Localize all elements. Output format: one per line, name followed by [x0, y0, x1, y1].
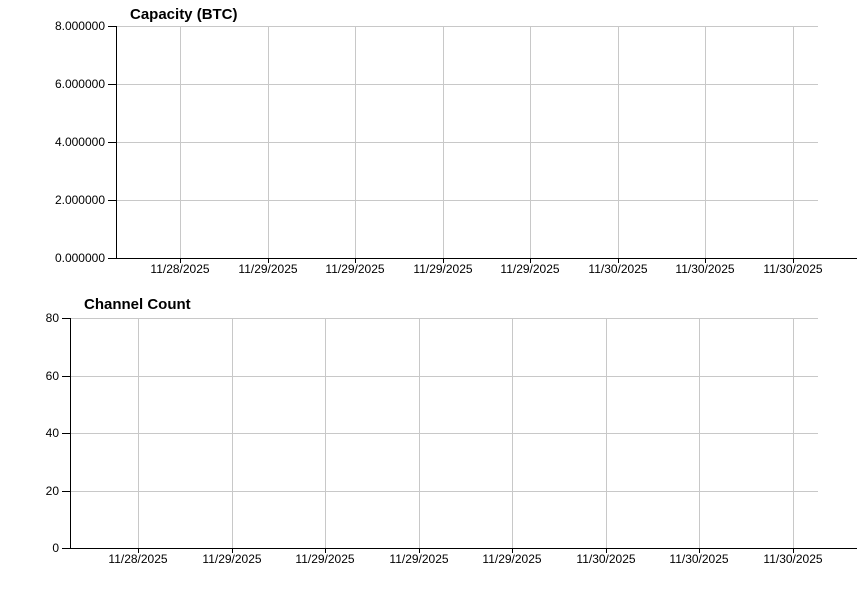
x-tick	[138, 548, 139, 553]
x-tick	[325, 548, 326, 553]
y-axis-label: 0.000000	[54, 251, 105, 265]
y-axis-label: 60	[45, 369, 59, 383]
y-tick	[62, 433, 70, 434]
x-axis-label: 11/29/2025	[295, 552, 355, 566]
x-axis-label: 11/29/2025	[238, 262, 298, 276]
v-gridline	[138, 318, 139, 548]
y-axis-label: 8.000000	[54, 19, 105, 33]
x-tick	[355, 258, 356, 263]
h-gridline	[70, 376, 818, 377]
h-gridline	[116, 26, 818, 27]
x-axis-label: 11/28/2025	[150, 262, 210, 276]
channel-count-chart-title: Channel Count	[84, 296, 191, 313]
x-tick	[419, 548, 420, 553]
y-tick	[108, 84, 116, 85]
v-gridline	[180, 26, 181, 258]
h-gridline	[116, 200, 818, 201]
y-tick	[108, 26, 116, 27]
y-axis-label: 2.000000	[54, 193, 105, 207]
x-axis-label: 11/29/2025	[389, 552, 449, 566]
v-gridline	[268, 26, 269, 258]
y-tick	[62, 548, 70, 549]
v-gridline	[793, 26, 794, 258]
x-axis-line	[116, 258, 857, 259]
y-axis-label: 20	[45, 484, 59, 498]
y-tick	[108, 142, 116, 143]
x-axis-label: 11/29/2025	[325, 262, 385, 276]
x-axis-label: 11/29/2025	[500, 262, 560, 276]
v-gridline	[705, 26, 706, 258]
h-gridline	[116, 142, 818, 143]
x-tick	[618, 258, 619, 263]
x-tick	[606, 548, 607, 553]
x-tick	[512, 548, 513, 553]
h-gridline	[70, 318, 818, 319]
y-axis-label: 0	[52, 541, 59, 555]
y-tick	[108, 258, 116, 259]
v-gridline	[699, 318, 700, 548]
x-axis-label: 11/28/2025	[108, 552, 168, 566]
h-gridline	[70, 433, 818, 434]
x-axis-label: 11/30/2025	[576, 552, 636, 566]
v-gridline	[232, 318, 233, 548]
x-tick	[699, 548, 700, 553]
y-axis-line	[70, 318, 71, 548]
v-gridline	[512, 318, 513, 548]
x-axis-label: 11/30/2025	[675, 262, 735, 276]
x-axis-label: 11/30/2025	[763, 262, 823, 276]
x-tick	[530, 258, 531, 263]
v-gridline	[606, 318, 607, 548]
x-axis-label: 11/29/2025	[413, 262, 473, 276]
y-axis-label: 4.000000	[54, 135, 105, 149]
x-axis-label: 11/30/2025	[763, 552, 823, 566]
x-axis-line	[70, 548, 857, 549]
y-tick	[62, 491, 70, 492]
v-gridline	[325, 318, 326, 548]
y-tick	[62, 376, 70, 377]
v-gridline	[355, 26, 356, 258]
x-axis-label: 11/29/2025	[482, 552, 542, 566]
x-tick	[443, 258, 444, 263]
v-gridline	[793, 318, 794, 548]
v-gridline	[443, 26, 444, 258]
x-axis-label: 11/30/2025	[588, 262, 648, 276]
x-tick	[793, 258, 794, 263]
x-tick	[232, 548, 233, 553]
x-tick	[705, 258, 706, 263]
y-axis-label: 6.000000	[54, 77, 105, 91]
x-axis-label: 11/30/2025	[669, 552, 729, 566]
y-tick	[108, 200, 116, 201]
y-axis-label: 80	[45, 311, 59, 325]
v-gridline	[618, 26, 619, 258]
x-axis-label: 11/29/2025	[202, 552, 262, 566]
h-gridline	[70, 491, 818, 492]
y-axis-line	[116, 26, 117, 258]
v-gridline	[419, 318, 420, 548]
v-gridline	[530, 26, 531, 258]
x-tick	[793, 548, 794, 553]
h-gridline	[116, 84, 818, 85]
x-tick	[180, 258, 181, 263]
x-tick	[268, 258, 269, 263]
y-tick	[62, 318, 70, 319]
y-axis-label: 40	[45, 426, 59, 440]
capacity-chart-title: Capacity (BTC)	[130, 6, 238, 23]
